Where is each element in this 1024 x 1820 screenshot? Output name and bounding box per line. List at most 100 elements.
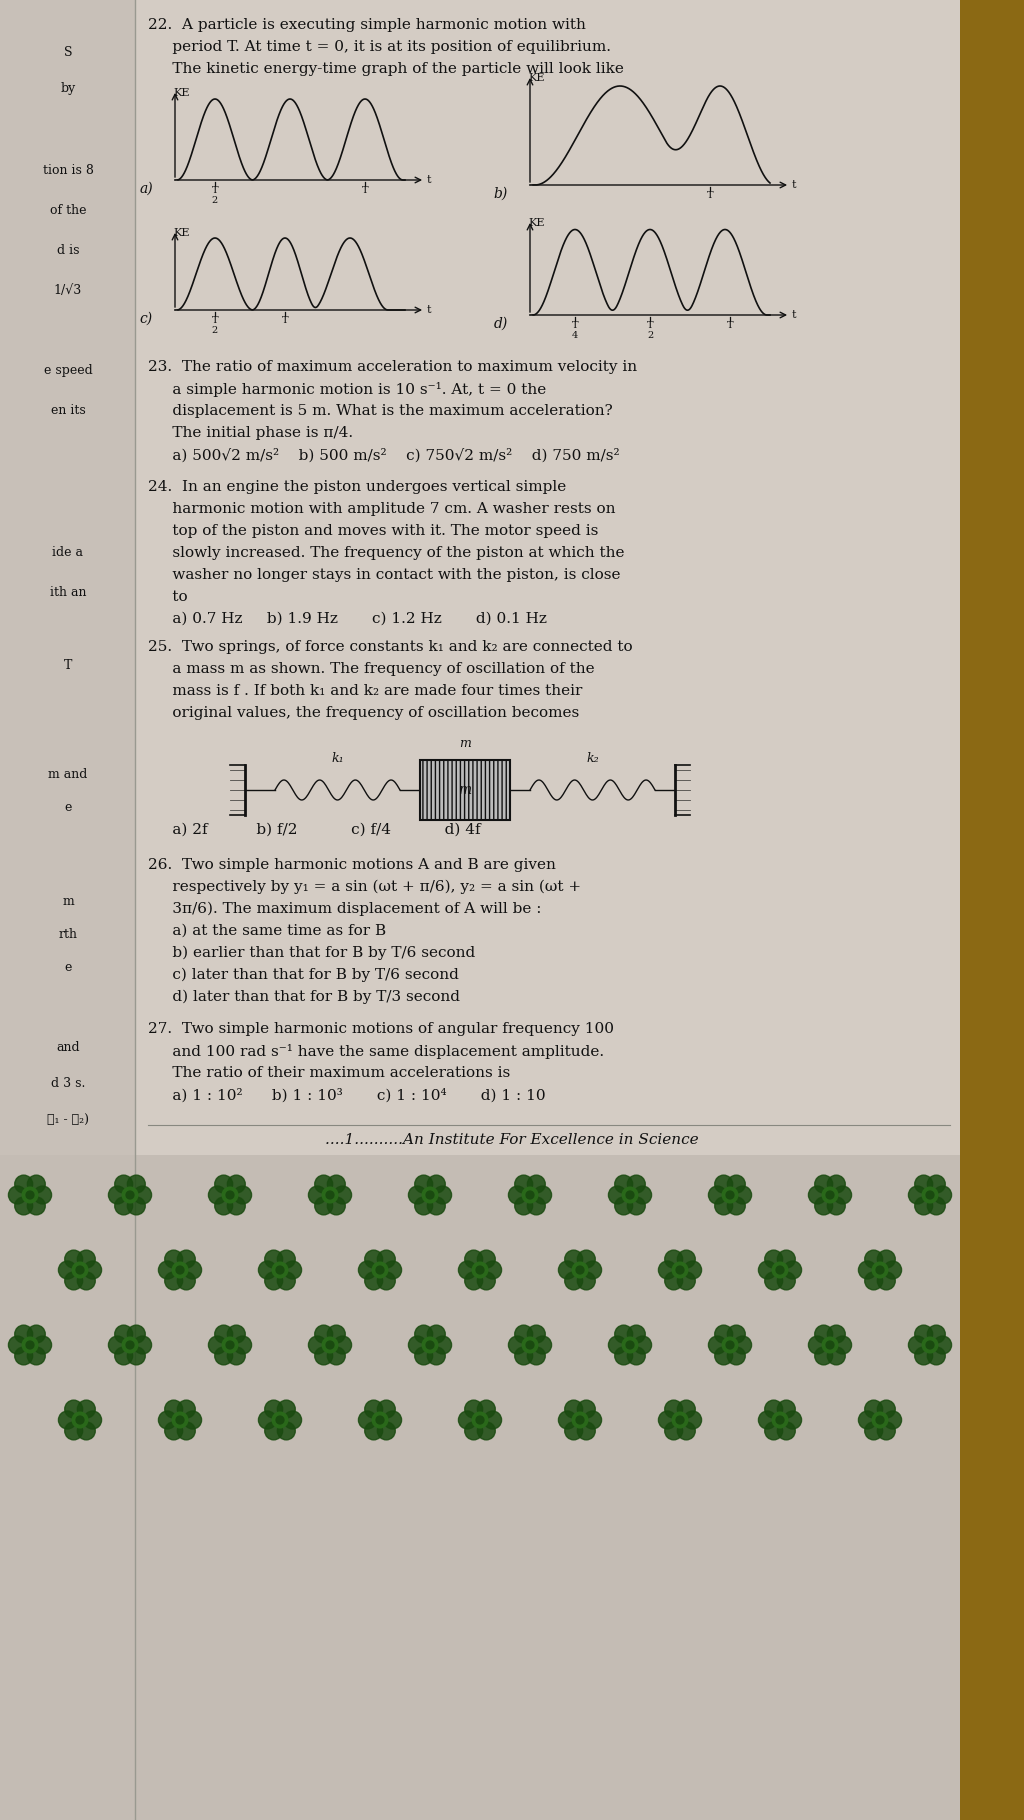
Circle shape xyxy=(222,1338,238,1352)
Text: d is: d is xyxy=(56,244,79,257)
Text: and 100 rad s⁻¹ have the same displacement amplitude.: and 100 rad s⁻¹ have the same displaceme… xyxy=(148,1045,604,1059)
Circle shape xyxy=(109,1187,126,1205)
Circle shape xyxy=(864,1272,883,1290)
Circle shape xyxy=(914,1176,933,1194)
Circle shape xyxy=(614,1176,633,1194)
Circle shape xyxy=(72,1261,88,1278)
Circle shape xyxy=(759,1410,776,1429)
Circle shape xyxy=(827,1325,845,1343)
Circle shape xyxy=(908,1187,927,1205)
Circle shape xyxy=(427,1176,445,1194)
Circle shape xyxy=(465,1272,482,1290)
Text: S: S xyxy=(63,46,73,58)
Circle shape xyxy=(665,1400,683,1418)
Circle shape xyxy=(415,1176,433,1194)
Circle shape xyxy=(377,1272,395,1290)
Circle shape xyxy=(577,1267,584,1274)
Circle shape xyxy=(8,1336,27,1354)
Circle shape xyxy=(527,1347,545,1365)
Circle shape xyxy=(8,1187,27,1205)
Circle shape xyxy=(409,1336,426,1354)
Circle shape xyxy=(415,1347,433,1365)
Circle shape xyxy=(727,1347,745,1365)
Circle shape xyxy=(914,1347,933,1365)
Circle shape xyxy=(722,1187,738,1203)
Text: a) 500√2 m/s²    b) 500 m/s²    c) 750√2 m/s²    d) 750 m/s²: a) 500√2 m/s² b) 500 m/s² c) 750√2 m/s² … xyxy=(148,448,620,462)
Text: top of the piston and moves with it. The motor speed is: top of the piston and moves with it. The… xyxy=(148,524,598,539)
Circle shape xyxy=(433,1336,452,1354)
Text: KE: KE xyxy=(173,228,189,238)
Circle shape xyxy=(565,1250,583,1269)
Circle shape xyxy=(765,1250,782,1269)
Circle shape xyxy=(715,1325,732,1343)
Circle shape xyxy=(314,1325,333,1343)
Circle shape xyxy=(822,1338,838,1352)
Circle shape xyxy=(384,1410,401,1429)
Text: 22.  A particle is executing simple harmonic motion with: 22. A particle is executing simple harmo… xyxy=(148,18,586,33)
Circle shape xyxy=(934,1336,951,1354)
Circle shape xyxy=(628,1176,645,1194)
Circle shape xyxy=(777,1421,796,1440)
Circle shape xyxy=(265,1400,283,1418)
Circle shape xyxy=(14,1325,33,1343)
Text: a mass m as shown. The frequency of oscillation of the: a mass m as shown. The frequency of osci… xyxy=(148,662,595,675)
Circle shape xyxy=(928,1198,945,1216)
Bar xyxy=(961,0,1024,1820)
Circle shape xyxy=(772,1261,787,1278)
Text: original values, the frequency of oscillation becomes: original values, the frequency of oscill… xyxy=(148,706,580,721)
Text: t: t xyxy=(792,180,797,189)
Circle shape xyxy=(215,1325,232,1343)
Circle shape xyxy=(765,1421,782,1440)
Circle shape xyxy=(126,1341,134,1349)
Circle shape xyxy=(226,1190,233,1199)
Text: tion is 8: tion is 8 xyxy=(43,164,93,177)
Circle shape xyxy=(877,1416,884,1423)
Circle shape xyxy=(165,1250,182,1269)
Text: d): d) xyxy=(494,317,508,331)
Circle shape xyxy=(477,1250,496,1269)
Text: en its: en its xyxy=(50,404,85,417)
Circle shape xyxy=(328,1198,345,1216)
Text: a) 2f          b) f/2           c) f/4           d) 4f: a) 2f b) f/2 c) f/4 d) 4f xyxy=(148,823,480,837)
Circle shape xyxy=(227,1198,246,1216)
Circle shape xyxy=(626,1190,634,1199)
Circle shape xyxy=(459,1261,476,1279)
Circle shape xyxy=(578,1250,595,1269)
Circle shape xyxy=(509,1187,526,1205)
Circle shape xyxy=(608,1336,627,1354)
Circle shape xyxy=(76,1416,84,1423)
Circle shape xyxy=(628,1347,645,1365)
Circle shape xyxy=(522,1338,538,1352)
Circle shape xyxy=(783,1410,802,1429)
Circle shape xyxy=(14,1198,33,1216)
Text: T: T xyxy=(647,320,653,329)
Circle shape xyxy=(227,1347,246,1365)
Circle shape xyxy=(65,1421,83,1440)
Circle shape xyxy=(465,1421,482,1440)
Circle shape xyxy=(827,1176,845,1194)
Text: c) later than that for B by T/6 second: c) later than that for B by T/6 second xyxy=(148,968,459,983)
Circle shape xyxy=(572,1261,588,1278)
Circle shape xyxy=(176,1267,184,1274)
Text: 27.  Two simple harmonic motions of angular frequency 100: 27. Two simple harmonic motions of angul… xyxy=(148,1023,614,1036)
Circle shape xyxy=(722,1338,738,1352)
Circle shape xyxy=(334,1187,351,1205)
Circle shape xyxy=(126,1190,134,1199)
Text: period T. At time t = 0, it is at its position of equilibrium.: period T. At time t = 0, it is at its po… xyxy=(148,40,611,55)
Circle shape xyxy=(127,1198,145,1216)
Circle shape xyxy=(122,1338,138,1352)
Circle shape xyxy=(58,1261,77,1279)
Text: ....1..........An Institute For Excellence in Science: ....1..........An Institute For Excellen… xyxy=(326,1134,698,1147)
Circle shape xyxy=(65,1250,83,1269)
Circle shape xyxy=(634,1187,651,1205)
Circle shape xyxy=(515,1347,532,1365)
Circle shape xyxy=(777,1272,796,1290)
Text: d 3 s.: d 3 s. xyxy=(51,1077,85,1090)
Circle shape xyxy=(365,1400,383,1418)
Circle shape xyxy=(177,1250,196,1269)
Circle shape xyxy=(928,1176,945,1194)
Circle shape xyxy=(923,1187,938,1203)
Circle shape xyxy=(526,1190,534,1199)
Circle shape xyxy=(477,1400,496,1418)
Text: k₂: k₂ xyxy=(586,752,599,764)
